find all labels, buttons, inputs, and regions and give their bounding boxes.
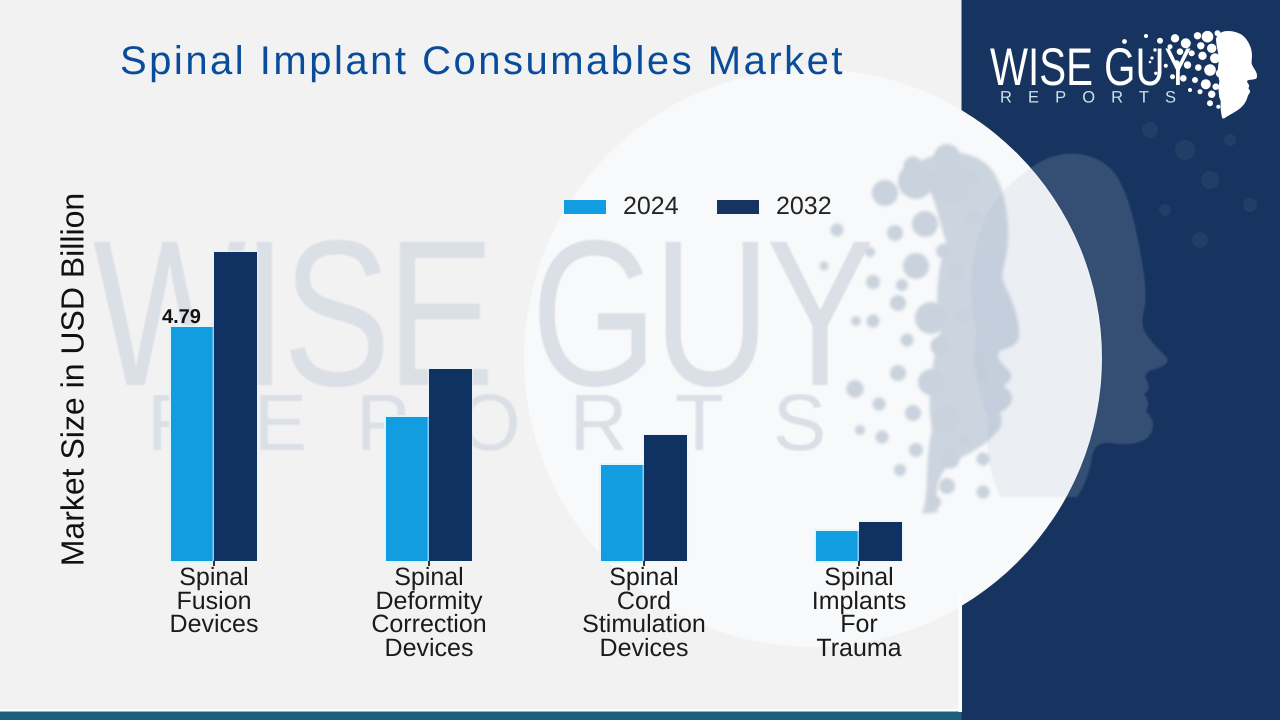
svg-text:REPORTS: REPORTS [147,378,875,467]
svg-text:WISE GUY: WISE GUY [990,38,1191,97]
svg-text:REPORTS: REPORTS [1000,88,1192,106]
